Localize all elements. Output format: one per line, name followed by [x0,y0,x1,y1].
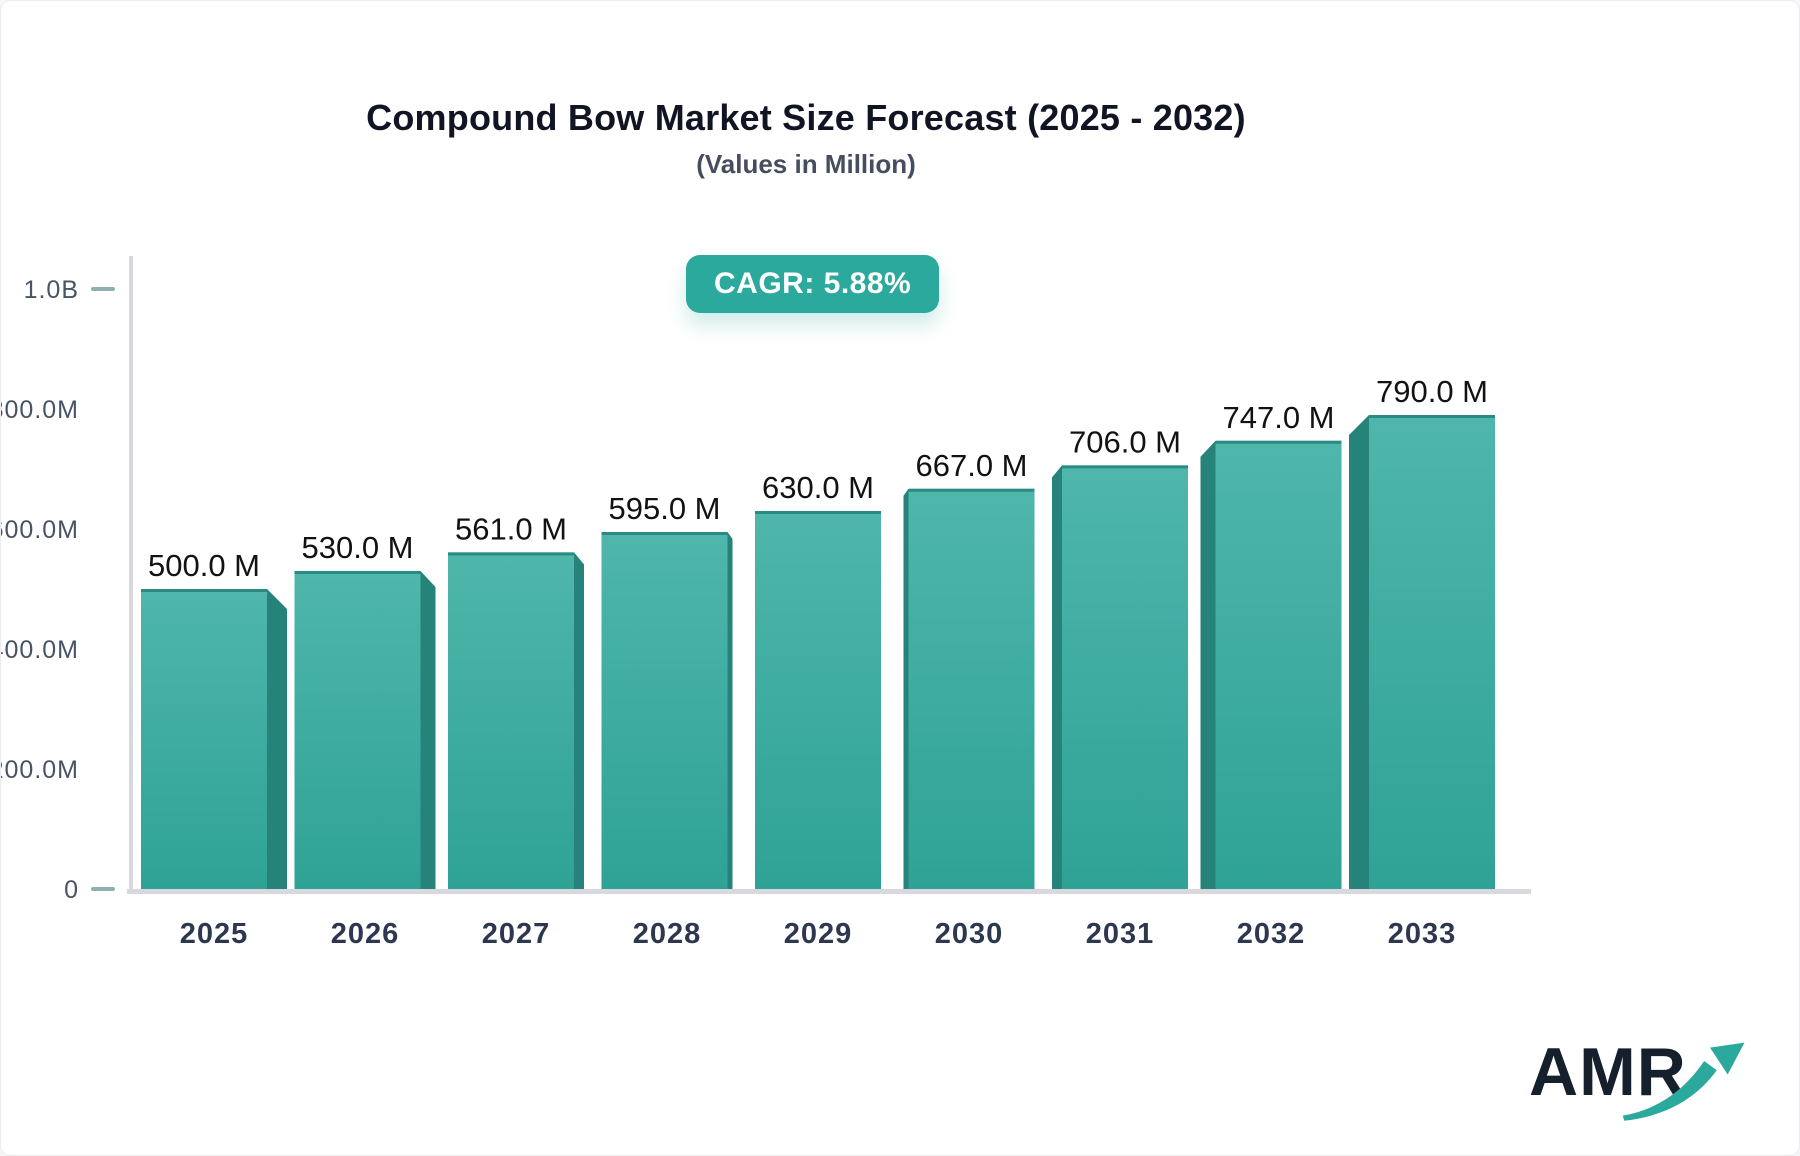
bar-value-label: 747.0 M [1222,400,1334,435]
x-category-label: 2033 [1388,918,1457,950]
x-category-label: 2030 [935,918,1004,950]
bar-side-face [727,532,733,889]
bar-side-face [574,552,584,889]
bar-value-label: 500.0 M [148,548,260,583]
bar-2029: 630.0 M 2029 [755,470,881,950]
chart-subtitle: (Values in Million) [696,149,916,179]
y-tick-dash [91,287,115,291]
y-tick-label: 1.0B [24,276,79,304]
cagr-badge: CAGR: 5.88% [686,255,940,313]
bar-2028: 595.0 M 2028 [601,491,733,950]
bar-front-face [448,552,574,889]
bar-value-label: 790.0 M [1376,374,1488,409]
bar-side-face [1200,440,1216,889]
bar-side-face [1052,465,1062,889]
bar-side-face [903,488,909,889]
x-category-label: 2028 [633,918,702,950]
y-tick-label: 600.0M [1,516,79,544]
y-tick-dash [91,887,115,891]
bar-2033: 790.0 M 2033 [1349,374,1495,950]
bar-front-face [1062,465,1188,889]
bar-value-label: 667.0 M [915,448,1027,483]
y-tick-label: 200.0M [1,756,79,784]
bar-front-face [1215,440,1342,889]
amr-logo: AMR [1529,1033,1759,1133]
bar-front-face [141,589,267,889]
bar-front-face [601,532,728,889]
bar-value-label: 595.0 M [608,491,720,526]
bar-2032: 747.0 M 2032 [1200,400,1342,950]
x-category-label: 2031 [1086,918,1155,950]
x-category-label: 2027 [482,918,551,950]
bar-side-face [1349,415,1369,889]
bar-front-face [294,571,421,889]
x-category-label: 2032 [1237,918,1306,950]
x-category-label: 2026 [331,918,400,950]
y-tick-label: 0 [64,876,79,904]
bar-front-face [908,488,1035,889]
amr-logo-text: AMR [1529,1034,1687,1110]
bar-side-face [420,571,436,889]
cagr-badge-label: CAGR: 5.88% [714,267,912,300]
bar-2030: 667.0 M 2030 [903,448,1035,950]
x-category-label: 2025 [180,918,249,950]
bar-2025: 500.0 M 2025 [141,548,287,950]
bar-value-label: 706.0 M [1069,424,1181,459]
bar-side-face [267,589,287,889]
bar-front-face [1369,415,1495,889]
bar-front-face [755,511,881,889]
bar-value-label: 530.0 M [301,530,413,565]
y-tick-label: 400.0M [1,636,79,664]
x-axis-line [127,889,1531,894]
bar-value-label: 561.0 M [455,511,567,546]
bar-value-label: 630.0 M [762,470,874,505]
amr-logo-arrow-icon [1622,1042,1745,1121]
bar-2027: 561.0 M 2027 [448,511,584,950]
bar-2031: 706.0 M 2031 [1052,424,1188,950]
bar-2026: 530.0 M 2026 [294,530,436,950]
x-category-label: 2029 [784,918,853,950]
y-tick-label: 800.0M [1,396,79,424]
y-axis-line [129,256,133,894]
chart-title: Compound Bow Market Size Forecast (2025 … [366,97,1246,138]
